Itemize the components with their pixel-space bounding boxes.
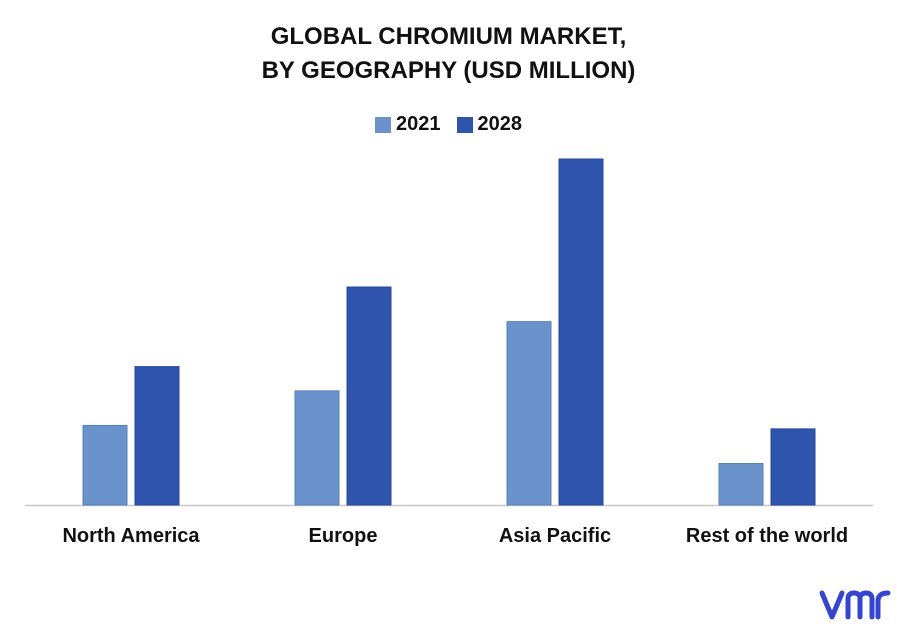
chart-title-line-2: BY GEOGRAPHY (USD MILLION) xyxy=(261,57,636,84)
vmr-logo-icon xyxy=(819,590,891,620)
bar-2021-north-america xyxy=(82,424,128,506)
chart-title-line-1: GLOBAL CHROMIUM MARKET, xyxy=(270,23,627,50)
bar-2028-north-america xyxy=(134,366,180,506)
category-label-asia-pacific: Asia Pacific xyxy=(499,525,611,547)
legend-swatch-2021 xyxy=(375,116,391,133)
chart-title: GLOBAL CHROMIUM MARKET, BY GEOGRAPHY (US… xyxy=(0,20,897,88)
bar-2021-europe xyxy=(294,390,340,506)
legend-item-2028: 2028 xyxy=(456,113,523,136)
category-label-rest-of-the-world: Rest of the world xyxy=(686,525,848,547)
bar-2028-europe xyxy=(346,286,392,506)
legend-label-2028: 2028 xyxy=(477,113,523,135)
category-label-north-america: North America xyxy=(62,525,200,547)
chart-legend: 2021 2028 xyxy=(0,113,897,136)
bar-2028-asia-pacific xyxy=(558,158,604,506)
legend-swatch-2028 xyxy=(456,116,473,133)
legend-item-2021: 2021 xyxy=(375,113,441,136)
legend-label-2021: 2021 xyxy=(396,113,441,135)
bar-2028-rest-of-the-world xyxy=(770,428,816,506)
bar-2021-rest-of-the-world xyxy=(718,462,764,506)
category-label-europe: Europe xyxy=(309,525,378,547)
bar-2021-asia-pacific xyxy=(506,321,552,506)
